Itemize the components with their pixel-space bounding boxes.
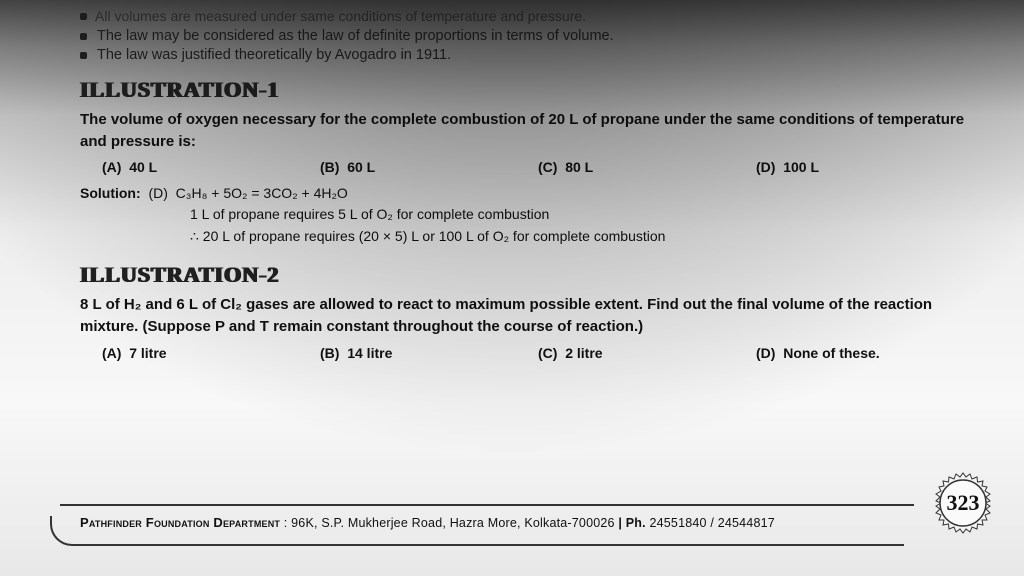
footer-addr: 96K, S.P. Mukherjee Road, Hazra More, Ko… bbox=[291, 516, 618, 530]
option-d: (D) None of these. bbox=[756, 345, 974, 361]
solution-answer-tag: (D) bbox=[148, 185, 167, 201]
option-d-text: None of these. bbox=[783, 345, 879, 361]
illustration-2-options: (A) 7 litre (B) 14 litre (C) 2 litre (D)… bbox=[102, 345, 974, 361]
option-d: (D) 100 L bbox=[756, 159, 974, 175]
bullet-text: The law may be considered as the law of … bbox=[97, 28, 614, 44]
option-b-text: 60 L bbox=[347, 159, 375, 175]
bullet-text: The law was justified theoretically by A… bbox=[97, 47, 451, 63]
partial-line-text: All volumes are measured under same cond… bbox=[95, 8, 586, 24]
option-c-text: 2 litre bbox=[565, 345, 602, 361]
option-a-text: 40 L bbox=[129, 159, 157, 175]
footer-sep: : bbox=[280, 516, 291, 530]
footer-phone: 24551840 / 24544817 bbox=[649, 516, 774, 530]
footer-phone-label: | Ph. bbox=[618, 516, 649, 530]
option-c: (C) 80 L bbox=[538, 159, 756, 175]
option-c: (C) 2 litre bbox=[538, 345, 756, 361]
illustration-1-solution: Solution: (D) C₃H₈ + 5O₂ = 3CO₂ + 4H₂O 1… bbox=[80, 183, 974, 248]
option-b-text: 14 litre bbox=[347, 345, 392, 361]
footer-text: Pathfinder Foundation Department : 96K, … bbox=[80, 515, 775, 530]
option-b: (B) 60 L bbox=[320, 159, 538, 175]
bullet-icon bbox=[80, 13, 87, 20]
bullet-icon bbox=[80, 33, 87, 40]
option-a-text: 7 litre bbox=[129, 345, 166, 361]
bullet-icon bbox=[80, 52, 87, 59]
solution-label: Solution: bbox=[80, 185, 141, 201]
page: All volumes are measured under same cond… bbox=[0, 0, 1024, 576]
footer-dept: Pathfinder Foundation Department bbox=[80, 515, 280, 530]
option-c-text: 80 L bbox=[565, 159, 593, 175]
solution-equation: C₃H₈ + 5O₂ = 3CO₂ + 4H₂O bbox=[176, 185, 348, 201]
bullet-row-1: The law may be considered as the law of … bbox=[80, 28, 974, 44]
solution-line-2: ∴ 20 L of propane requires (20 × 5) L or… bbox=[190, 228, 665, 244]
option-b: (B) 14 litre bbox=[320, 345, 538, 361]
option-d-text: 100 L bbox=[783, 159, 819, 175]
illustration-2-problem: 8 L of H₂ and 6 L of Cl₂ gases are allow… bbox=[80, 294, 974, 339]
option-a: (A) 40 L bbox=[102, 159, 320, 175]
illustration-1-problem: The volume of oxygen necessary for the c… bbox=[80, 109, 974, 153]
partial-bullet-row: All volumes are measured under same cond… bbox=[80, 8, 974, 24]
page-number: 323 bbox=[947, 490, 980, 516]
bullet-row-2: The law was justified theoretically by A… bbox=[80, 47, 974, 63]
page-number-badge: 323 bbox=[930, 470, 996, 536]
footer-rule bbox=[60, 504, 914, 506]
illustration-1-options: (A) 40 L (B) 60 L (C) 80 L (D) 100 L bbox=[102, 159, 974, 175]
solution-line-1: 1 L of propane requires 5 L of O₂ for co… bbox=[190, 206, 549, 222]
option-a: (A) 7 litre bbox=[102, 345, 320, 361]
illustration-2-heading: ILLUSTRATION-2 bbox=[80, 262, 974, 288]
illustration-1-heading: ILLUSTRATION-1 bbox=[80, 77, 974, 103]
